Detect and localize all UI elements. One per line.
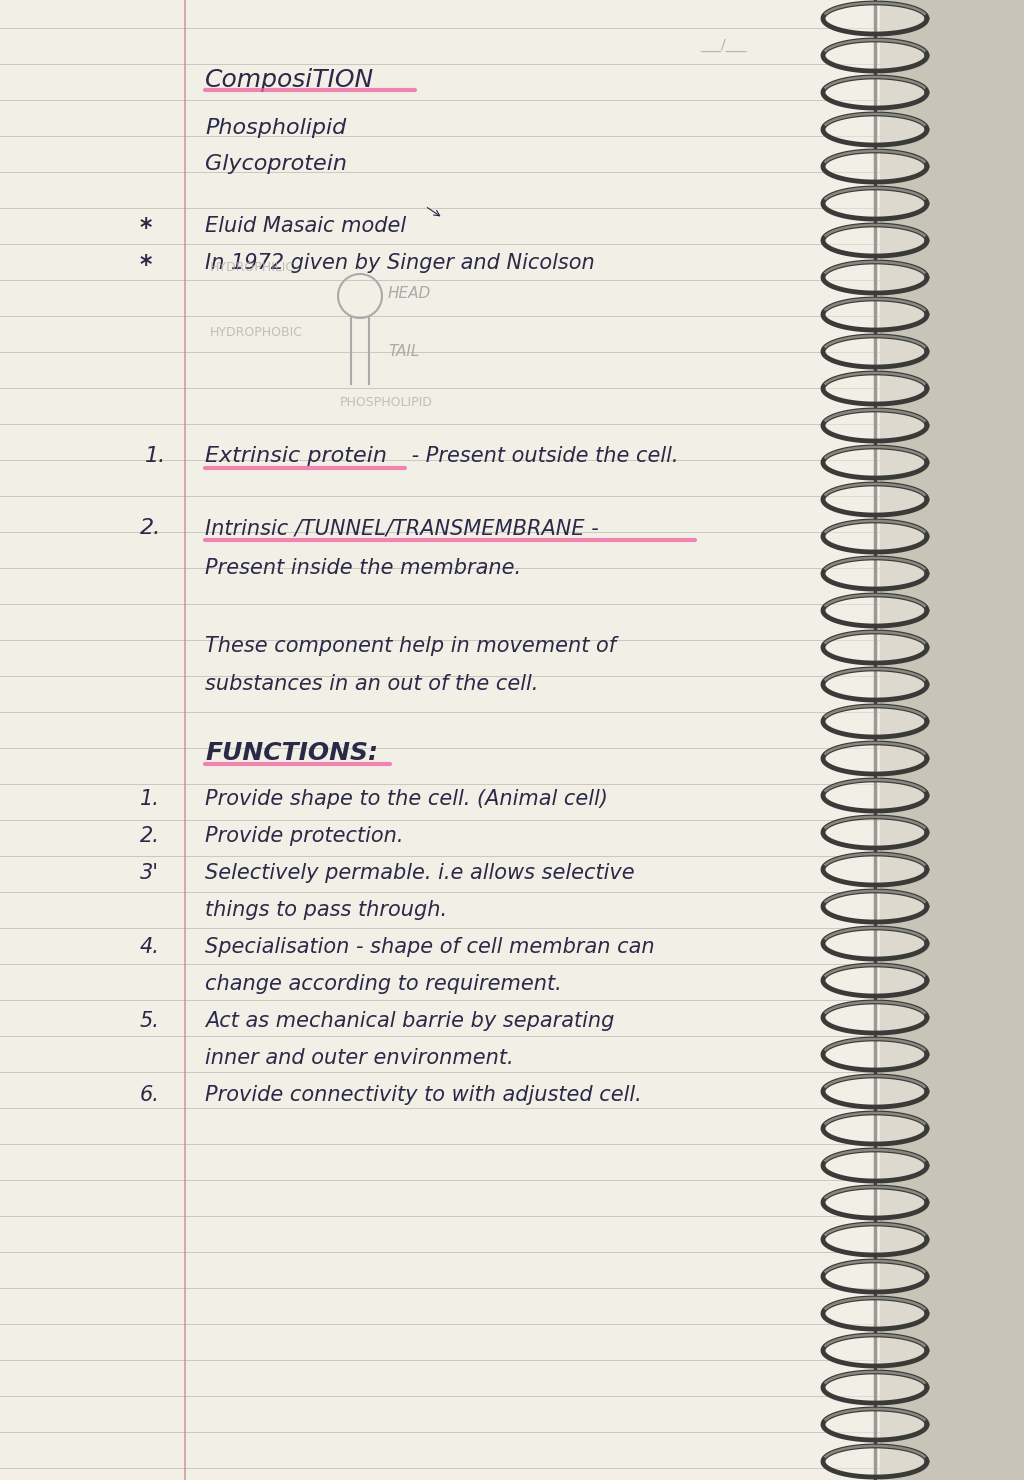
Text: Specialisation - shape of cell membran can: Specialisation - shape of cell membran c… (205, 937, 654, 958)
Text: Act as mechanical barrie by separating: Act as mechanical barrie by separating (205, 1011, 614, 1032)
Polygon shape (823, 151, 927, 182)
Polygon shape (823, 225, 927, 256)
Bar (880, 0, 1024, 1480)
Text: *: * (140, 216, 153, 240)
Text: Intrinsic /TUNNEL/TRANSMEMBRANE -: Intrinsic /TUNNEL/TRANSMEMBRANE - (205, 518, 599, 539)
Polygon shape (823, 484, 927, 515)
Polygon shape (823, 447, 927, 478)
Text: Selectively permable. i.e allows selective: Selectively permable. i.e allows selecti… (205, 863, 635, 884)
Text: 5.: 5. (140, 1011, 160, 1032)
Text: 1.: 1. (145, 445, 166, 466)
Polygon shape (823, 1409, 927, 1440)
Text: Extrinsic protein: Extrinsic protein (205, 445, 387, 466)
Polygon shape (823, 632, 927, 663)
Polygon shape (823, 336, 927, 367)
Text: FUNCTIONS:: FUNCTIONS: (205, 741, 378, 765)
Text: 4.: 4. (140, 937, 160, 958)
Polygon shape (823, 373, 927, 404)
Polygon shape (823, 928, 927, 959)
Text: HYDROPHILIC: HYDROPHILIC (210, 260, 295, 274)
Text: Present inside the membrane.: Present inside the membrane. (205, 558, 521, 579)
Text: 1.: 1. (140, 789, 160, 810)
Bar (0, 0, 880, 1480)
Text: These component help in movement of: These component help in movement of (205, 636, 616, 656)
Text: 2.: 2. (140, 826, 160, 847)
Polygon shape (823, 262, 927, 293)
Polygon shape (823, 299, 927, 330)
Polygon shape (823, 1150, 927, 1181)
Text: PHOSPHOLIPID: PHOSPHOLIPID (340, 397, 433, 408)
Polygon shape (823, 1261, 927, 1292)
Polygon shape (823, 410, 927, 441)
Polygon shape (823, 1372, 927, 1403)
Text: change according to requirement.: change according to requirement. (205, 974, 562, 995)
Text: substances in an out of the cell.: substances in an out of the cell. (205, 673, 539, 694)
Polygon shape (823, 595, 927, 626)
Text: Provide connectivity to with adjusted cell.: Provide connectivity to with adjusted ce… (205, 1085, 642, 1106)
Polygon shape (823, 965, 927, 996)
Polygon shape (823, 780, 927, 811)
Text: Glycoprotein: Glycoprotein (205, 154, 347, 175)
Text: ComposiTION: ComposiTION (205, 68, 374, 92)
Polygon shape (823, 77, 927, 108)
Polygon shape (823, 1113, 927, 1144)
Text: Phospholipid: Phospholipid (205, 118, 346, 138)
Text: things to pass through.: things to pass through. (205, 900, 447, 921)
Polygon shape (823, 1335, 927, 1366)
Text: - Present outside the cell.: - Present outside the cell. (406, 445, 679, 466)
Polygon shape (823, 188, 927, 219)
Polygon shape (823, 558, 927, 589)
Polygon shape (823, 521, 927, 552)
Text: *: * (140, 253, 153, 277)
Text: HYDROPHOBIC: HYDROPHOBIC (210, 326, 303, 339)
Text: 6.: 6. (140, 1085, 160, 1106)
Polygon shape (823, 817, 927, 848)
Text: In 1972 given by Singer and Nicolson: In 1972 given by Singer and Nicolson (205, 253, 595, 272)
Text: Provide shape to the cell. (Animal cell): Provide shape to the cell. (Animal cell) (205, 789, 608, 810)
Polygon shape (823, 1076, 927, 1107)
Polygon shape (823, 114, 927, 145)
Polygon shape (823, 3, 927, 34)
Polygon shape (823, 1039, 927, 1070)
Polygon shape (823, 1187, 927, 1218)
Polygon shape (823, 1298, 927, 1329)
Text: ___/___: ___/___ (700, 38, 746, 52)
Polygon shape (823, 1002, 927, 1033)
Polygon shape (823, 1446, 927, 1477)
Text: 3': 3' (140, 863, 159, 884)
Text: Eluid Masaic model: Eluid Masaic model (205, 216, 407, 235)
Polygon shape (823, 891, 927, 922)
Text: HEAD: HEAD (388, 286, 431, 300)
Polygon shape (823, 40, 927, 71)
Polygon shape (823, 706, 927, 737)
Polygon shape (823, 743, 927, 774)
Polygon shape (823, 669, 927, 700)
Text: Provide protection.: Provide protection. (205, 826, 403, 847)
Polygon shape (823, 1224, 927, 1255)
Text: TAIL: TAIL (388, 343, 420, 360)
Text: 2.: 2. (140, 518, 161, 539)
Text: inner and outer environment.: inner and outer environment. (205, 1048, 514, 1069)
Polygon shape (823, 854, 927, 885)
